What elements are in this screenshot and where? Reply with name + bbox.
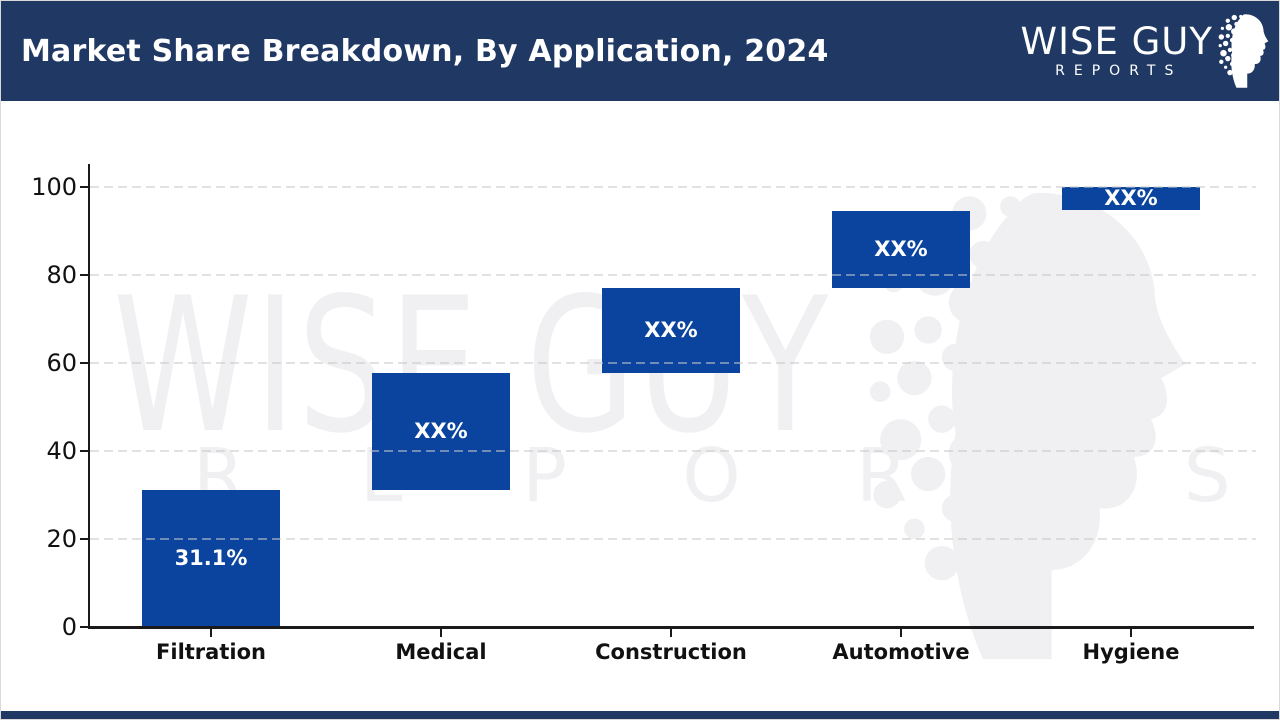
bar-value-label: XX% xyxy=(1104,185,1158,210)
bar-value-label: XX% xyxy=(874,237,928,262)
bar-value-label: 31.1% xyxy=(174,546,248,571)
bar-construction: XX% xyxy=(602,288,740,373)
bar-medical: XX% xyxy=(372,372,510,491)
gridline-60 xyxy=(90,362,1256,364)
y-tick-label: 80 xyxy=(46,261,77,289)
category-label-filtration: Filtration xyxy=(156,640,266,664)
x-tick-mark xyxy=(670,629,672,637)
x-tick-mark xyxy=(440,629,442,637)
gridline-40 xyxy=(90,450,1256,452)
category-label-hygiene: Hygiene xyxy=(1082,640,1180,664)
x-tick-mark xyxy=(210,629,212,637)
y-tick-mark xyxy=(80,538,89,540)
y-tick-mark xyxy=(80,450,89,452)
bar-hygiene: XX% xyxy=(1062,187,1200,210)
chart-title: Market Share Breakdown, By Application, … xyxy=(21,33,829,69)
footer-bar xyxy=(1,711,1279,719)
y-tick-label: 100 xyxy=(31,173,77,201)
y-tick-label: 60 xyxy=(46,349,77,377)
gridline-80 xyxy=(90,274,1256,276)
wiseguy-logo: WISE GUY REPORTS xyxy=(1021,7,1271,95)
y-tick-label: 40 xyxy=(46,437,77,465)
category-label-automotive: Automotive xyxy=(832,640,970,664)
logo-wordmark: WISE GUY xyxy=(1020,20,1213,63)
category-label-construction: Construction xyxy=(595,640,747,664)
y-axis-line xyxy=(88,164,90,629)
wiseguy-logo-text: WISE GUY REPORTS xyxy=(1021,23,1213,79)
x-tick-mark xyxy=(900,629,902,637)
gridline-100 xyxy=(90,186,1256,188)
x-axis-line xyxy=(88,626,1254,629)
y-tick-mark xyxy=(80,186,89,188)
y-tick-mark xyxy=(80,626,89,628)
bar-value-label: XX% xyxy=(644,317,698,342)
bar-filtration: 31.1% xyxy=(142,490,280,627)
y-tick-mark xyxy=(80,274,89,276)
bar-automotive: XX% xyxy=(832,211,970,289)
bar-value-label: XX% xyxy=(414,418,468,443)
header-bar: Market Share Breakdown, By Application, … xyxy=(1,1,1279,101)
gridline-20 xyxy=(90,538,1256,540)
x-tick-mark xyxy=(1130,629,1132,637)
logo-subtitle: REPORTS xyxy=(1055,63,1183,79)
y-tick-mark xyxy=(80,362,89,364)
category-label-medical: Medical xyxy=(395,640,487,664)
y-tick-label: 0 xyxy=(61,613,77,641)
y-tick-label: 20 xyxy=(46,525,77,553)
